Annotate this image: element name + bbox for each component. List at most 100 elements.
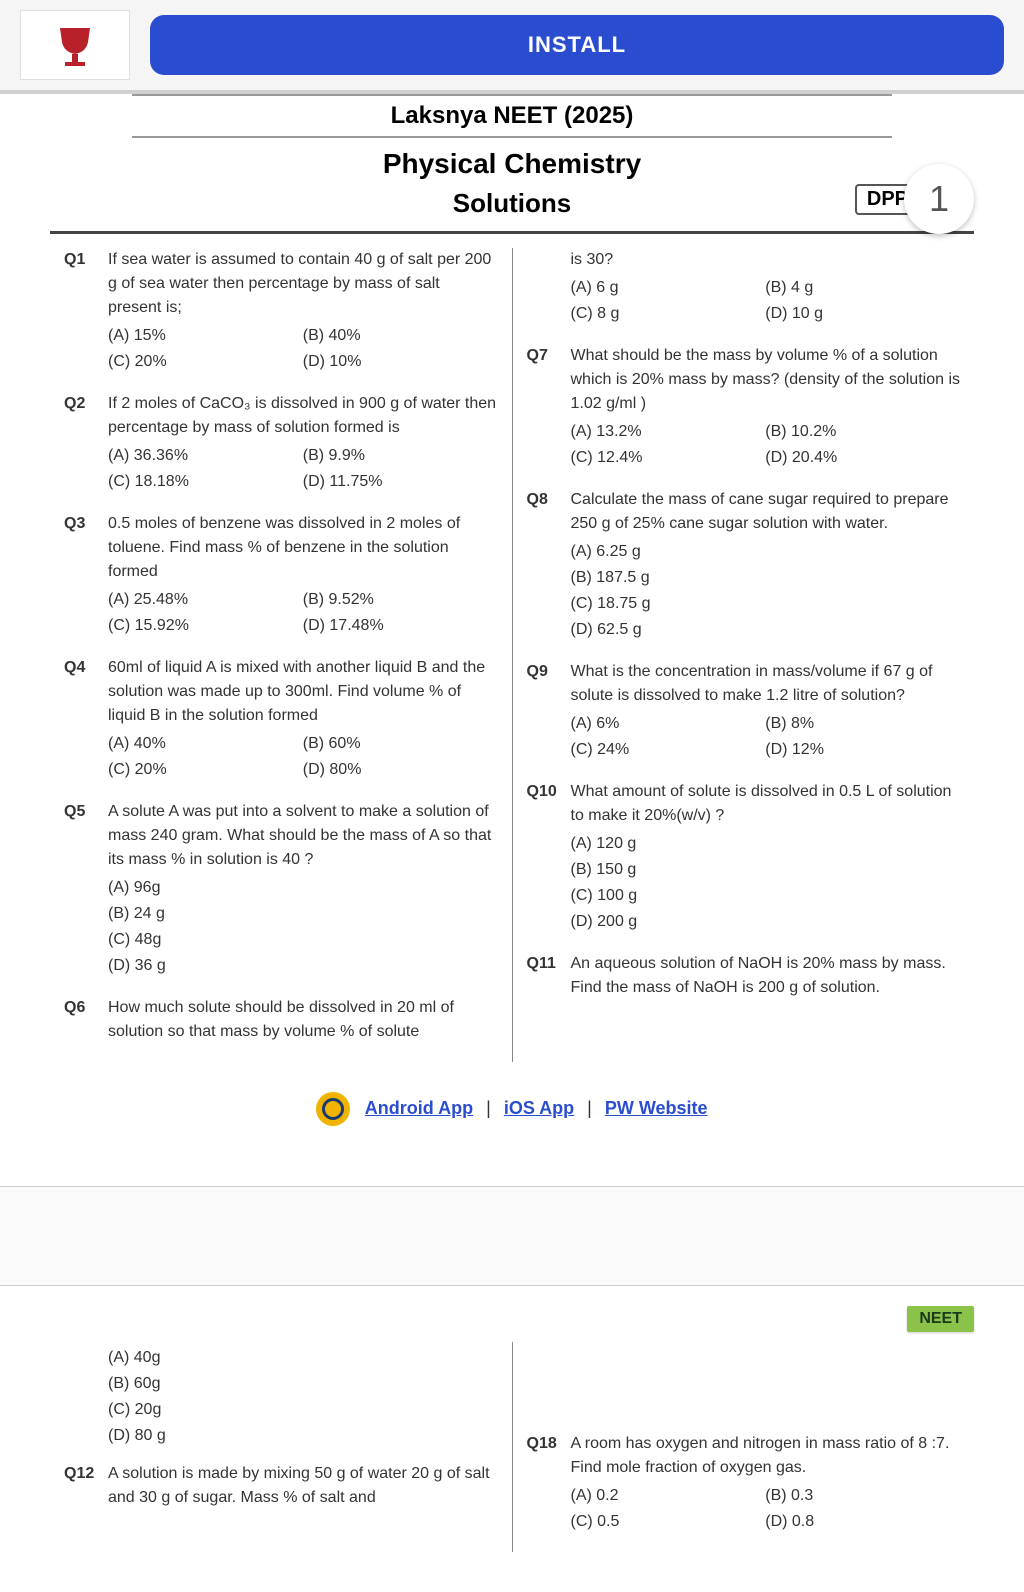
right-column: is 30?(A) 6 g(B) 4 g(C) 8 g(D) 10 gQ7Wha… [513,248,975,1062]
question-number: Q11 [527,952,561,1000]
question-block: Q30.5 moles of benzene was dissolved in … [64,512,498,638]
option[interactable]: (B) 0.3 [765,1484,960,1508]
options: (A) 15%(B) 40%(C) 20%(D) 10% [108,324,498,374]
question-number: Q6 [64,996,98,1044]
option[interactable]: (C) 20% [108,350,303,374]
option[interactable]: (C) 100 g [571,884,961,908]
question-text: 0.5 moles of benzene was dissolved in 2 … [108,512,498,584]
separator: | [587,1098,592,1118]
option[interactable]: (A) 120 g [571,832,961,856]
question-block: Q8Calculate the mass of cane sugar requi… [527,488,961,642]
trophy-icon [50,20,100,70]
question-text: A solution is made by mixing 50 g of wat… [108,1462,498,1510]
option[interactable]: (B) 60g [108,1372,498,1396]
option[interactable]: (B) 4 g [765,276,960,300]
question-text: An aqueous solution of NaOH is 20% mass … [571,952,961,1000]
question-block: Q18 A room has oxygen and nitrogen in ma… [527,1432,961,1534]
option[interactable]: (C) 0.5 [571,1510,766,1534]
option[interactable]: (D) 17.48% [303,614,498,638]
option[interactable]: (C) 18.18% [108,470,303,494]
question-block: Q2If 2 moles of CaCO₃ is dissolved in 90… [64,392,498,494]
subject-title: Physical Chemistry [50,148,974,180]
option[interactable]: (B) 8% [765,712,960,736]
question-block: Q460ml of liquid A is mixed with another… [64,656,498,782]
option[interactable]: (C) 15.92% [108,614,303,638]
options: (A) 25.48%(B) 9.52%(C) 15.92%(D) 17.48% [108,588,498,638]
option[interactable]: (B) 60% [303,732,498,756]
option[interactable]: (D) 12% [765,738,960,762]
question-block: Q10What amount of solute is dissolved in… [527,780,961,934]
option[interactable]: (A) 36.36% [108,444,303,468]
question-text: A room has oxygen and nitrogen in mass r… [571,1432,961,1480]
question-text: is 30? [571,248,961,272]
option[interactable]: (A) 25.48% [108,588,303,612]
option[interactable]: (C) 24% [571,738,766,762]
option[interactable]: (A) 96g [108,876,498,900]
option[interactable]: (B) 9.52% [303,588,498,612]
option[interactable]: (B) 9.9% [303,444,498,468]
option[interactable]: (B) 150 g [571,858,961,882]
dpp-number: 1 [904,164,974,234]
options: (A) 0.2 (B) 0.3 (C) 0.5 (D) 0.8 [571,1484,961,1534]
separator: | [486,1098,491,1118]
option[interactable]: (A) 6% [571,712,766,736]
question-block: Q6How much solute should be dissolved in… [64,996,498,1044]
left-column: Q1If sea water is assumed to contain 40 … [50,248,513,1062]
option[interactable]: (C) 48g [108,928,498,952]
option[interactable]: (D) 10 g [765,302,960,326]
question-text: A solute A was put into a solvent to mak… [108,800,498,872]
question-number: Q9 [527,660,561,708]
option[interactable]: (B) 187.5 g [571,566,961,590]
question-number: Q10 [527,780,561,828]
option[interactable]: (D) 11.75% [303,470,498,494]
pw-website-link[interactable]: PW Website [605,1098,708,1118]
options: (A) 96g(B) 24 g(C) 48g(D) 36 g [108,876,498,978]
option[interactable]: (D) 80 g [108,1424,498,1448]
question-number: Q1 [64,248,98,320]
option[interactable]: (B) 10.2% [765,420,960,444]
options: (A) 40%(B) 60%(C) 20%(D) 80% [108,732,498,782]
option[interactable]: (A) 15% [108,324,303,348]
question-number: Q2 [64,392,98,440]
option[interactable]: (A) 13.2% [571,420,766,444]
page-break [0,1186,1024,1286]
option[interactable]: (D) 0.8 [765,1510,960,1534]
install-button[interactable]: INSTALL [150,15,1004,75]
option[interactable]: (A) 40g [108,1346,498,1370]
option[interactable]: (C) 18.75 g [571,592,961,616]
ios-app-link[interactable]: iOS App [504,1098,574,1118]
option[interactable]: (B) 24 g [108,902,498,926]
question-number [527,248,561,272]
right-column-2: Q18 A room has oxygen and nitrogen in ma… [513,1342,975,1552]
option[interactable]: (A) 0.2 [571,1484,766,1508]
option[interactable]: (C) 12.4% [571,446,766,470]
option[interactable]: (B) 40% [303,324,498,348]
section-title: Solutions [50,188,974,219]
question-number: Q5 [64,800,98,872]
option[interactable]: (D) 36 g [108,954,498,978]
option[interactable]: (D) 20.4% [765,446,960,470]
options: (A) 6%(B) 8%(C) 24%(D) 12% [571,712,961,762]
option[interactable]: (D) 80% [303,758,498,782]
question-block: Q1If sea water is assumed to contain 40 … [64,248,498,374]
divider [50,231,974,234]
question-number: Q7 [527,344,561,416]
install-label: INSTALL [528,32,626,58]
options: (A) 13.2%(B) 10.2%(C) 12.4%(D) 20.4% [571,420,961,470]
footer-links: Android App | iOS App | PW Website [50,1092,974,1126]
android-app-link[interactable]: Android App [365,1098,473,1118]
option[interactable]: (D) 200 g [571,910,961,934]
option[interactable]: (A) 6.25 g [571,540,961,564]
option[interactable]: (A) 40% [108,732,303,756]
top-bar: INSTALL [0,0,1024,94]
option[interactable]: (D) 10% [303,350,498,374]
question-text: 60ml of liquid A is mixed with another l… [108,656,498,728]
option[interactable]: (C) 20% [108,758,303,782]
question-number: Q12 [64,1462,98,1510]
question-text: How much solute should be dissolved in 2… [108,996,498,1044]
option[interactable]: (D) 62.5 g [571,618,961,642]
question-number: Q18 [527,1432,561,1480]
option[interactable]: (A) 6 g [571,276,766,300]
option[interactable]: (C) 8 g [571,302,766,326]
option[interactable]: (C) 20g [108,1398,498,1422]
